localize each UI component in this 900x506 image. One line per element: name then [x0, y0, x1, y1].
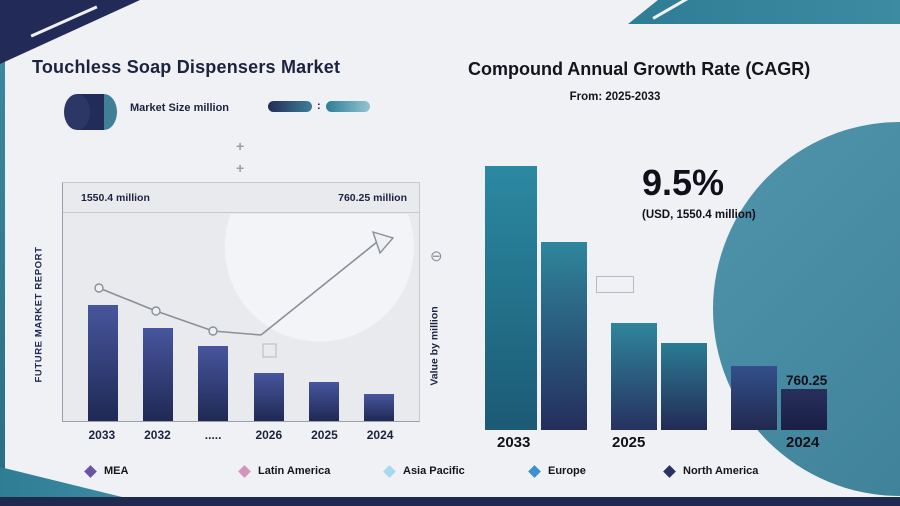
legend-item-asia-pacific: Asia Pacific [383, 464, 465, 478]
cagr-bar-2024-1 [731, 366, 777, 430]
left-axis-label: 2025 [311, 428, 338, 442]
cagr-group-2025 [611, 140, 707, 430]
left-xaxis: 2033 2032..... 2026 2025 2024 [62, 428, 420, 442]
left-bar-2026 [253, 373, 284, 421]
cagr-axis-label: 2025 [612, 434, 646, 451]
pill-separator: : [317, 100, 321, 112]
left-bar-..... [198, 346, 229, 421]
legend-label: Latin America [258, 465, 331, 477]
left-bar-2033 [87, 305, 118, 421]
legend-label: MEA [104, 465, 129, 477]
value-annotation-2024: 760.25 [786, 373, 828, 388]
trend-arrow-overlay [94, 230, 395, 358]
scale-pills: : [268, 100, 370, 112]
cagr-bar-2025-2 [661, 343, 707, 430]
top-left-corner-shape [0, 0, 140, 64]
pill-teal [325, 100, 370, 112]
plus-icon: + [236, 138, 245, 154]
cagr-note: (USD, 1550.4 million) [642, 209, 756, 221]
left-bar-2024 [364, 394, 395, 421]
left-plot [63, 214, 419, 421]
legend-item-europe: Europe [528, 464, 586, 478]
cagr-bar-2025-1 [611, 322, 657, 430]
legend-item-latin-america: Latin America [238, 464, 331, 478]
left-chart-max-label: 1550.4 million [81, 191, 150, 204]
cagr-period-subtitle: From: 2025-2033 [569, 91, 661, 103]
legend-item-north-america: North America [663, 464, 759, 478]
cagr-axis-label: 2033 [497, 434, 531, 451]
cagr-axis-label: 2024 [786, 434, 820, 451]
cagr-bar-2033-2 [541, 241, 587, 430]
legend-label: Europe [548, 465, 586, 477]
cagr-bar-2024-2 [781, 389, 827, 430]
cylinder-icon [64, 93, 118, 136]
legend-diamond-icon [238, 464, 251, 478]
left-bar-2032 [142, 327, 173, 421]
legend-label: North America [683, 465, 759, 477]
cagr-value: 9.5% [642, 162, 725, 203]
cagr-group-2033 [485, 140, 587, 430]
pill-navy [268, 100, 312, 112]
legend-diamond-icon [84, 464, 97, 478]
cagr-group-2024 [731, 140, 827, 430]
future-market-report-text: FUTURE MARKET REPORT [33, 246, 45, 383]
left-bars [63, 214, 419, 421]
left-chart-header: 1550.4 million 760.25 million [63, 183, 419, 213]
market-size-label: Market Size million [130, 102, 230, 114]
left-edge-strip [0, 28, 5, 498]
left-axis-label: 2026 [255, 428, 283, 442]
left-axis-label: 2024 [366, 428, 394, 442]
top-right-band [628, 0, 900, 24]
cagr-bar-2033-1 [485, 166, 537, 430]
left-bar-2025 [308, 381, 339, 421]
legend-diamond-icon [663, 464, 676, 478]
legend-diamond-icon [383, 464, 396, 478]
value-by-million-label: Value by million [426, 288, 444, 404]
legend-item-mea: MEA [84, 464, 129, 478]
legend-label: Asia Pacific [403, 465, 465, 477]
left-axis-label: 2032 [144, 428, 171, 442]
value-by-million-text: Value by million [429, 306, 442, 386]
left-chart: 1550.4 million 760.25 million [62, 182, 420, 422]
future-market-report-label: FUTURE MARKET REPORT [30, 212, 48, 417]
right-bars [455, 140, 885, 430]
bottom-legend: MEA Latin America Asia Pacific Europe North … [0, 463, 900, 487]
page-title-right: Compound Annual Growth Rate (CAGR) [468, 59, 811, 79]
left-chart-min-label: 760.25 million [338, 191, 407, 204]
page-title-left: Touchless Soap Dispensers Market [32, 57, 341, 77]
callout-box-decoration [596, 276, 634, 293]
bottom-navy-bar [0, 497, 900, 506]
legend-diamond-icon [528, 464, 541, 478]
left-axis-label: ..... [204, 428, 222, 442]
left-axis-label: 2033 [88, 428, 116, 442]
plus-icon: + [236, 160, 245, 176]
circle-minus-icon: ⊖ [430, 248, 443, 265]
